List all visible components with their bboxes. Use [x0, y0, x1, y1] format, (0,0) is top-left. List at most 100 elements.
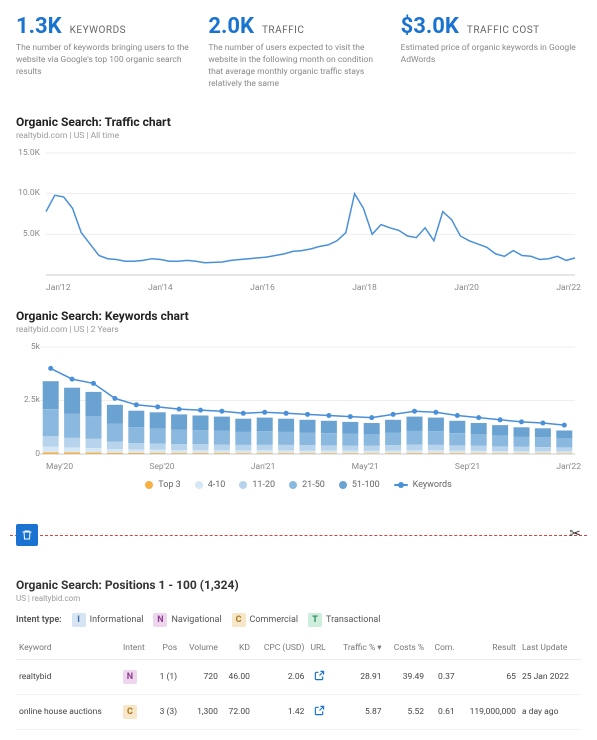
legend-label: 51-100	[352, 480, 380, 490]
metrics-row: 1.3K KEYWORDS The number of keywords bri…	[0, 0, 597, 109]
table-row[interactable]: online house auctionsC3 (3)1,30072.001.4…	[16, 694, 581, 729]
intent-badge: C	[232, 613, 246, 627]
legend-item[interactable]: 51-100	[339, 480, 380, 490]
keywords-chart-sub: realtybid.com | US | 2 Years	[16, 325, 581, 335]
legend-item[interactable]: 4-10	[195, 480, 226, 490]
legend-item[interactable]: 11-20	[239, 480, 275, 490]
metric-desc: The number of keywords bringing users to…	[16, 43, 196, 79]
legend-label: 21-50	[302, 480, 325, 490]
positions-title: Organic Search: Positions 1 - 100 (1,324…	[16, 578, 581, 592]
table-column-header[interactable]: CPC (USD)	[253, 637, 308, 660]
metric-traffic: 2.0K TRAFFIC The number of users expecte…	[208, 14, 388, 91]
table-column-header[interactable]: Pos	[153, 637, 181, 660]
traffic-chart-sub: realtybid.com | US | All time	[16, 131, 581, 141]
cell-pos: 1 (1)	[153, 659, 181, 694]
cell-keyword: online house auctions	[16, 694, 120, 729]
x-axis-label: May'21	[352, 462, 379, 472]
y-axis-label: 10.0K	[18, 188, 40, 198]
legend-label: 11-20	[252, 480, 275, 490]
metric-label: TRAFFIC COST	[467, 25, 540, 36]
x-axis-label: Jan'12	[46, 283, 71, 293]
x-axis-label: Jan'22	[556, 283, 581, 293]
table-column-header[interactable]: Volume	[180, 637, 221, 660]
intent-type-row: Intent type: I Informational NNavigational C…	[16, 613, 581, 627]
x-axis-label: Jan'18	[352, 283, 377, 293]
table-column-header[interactable]: Result	[458, 637, 519, 660]
intent-badge: N	[153, 613, 167, 627]
intent-badge: I	[72, 613, 86, 627]
table-column-header[interactable]: URL	[307, 637, 332, 660]
metric-value: 2.0K	[208, 14, 254, 39]
y-axis-label: 0	[35, 449, 40, 459]
legend-label: Keywords	[413, 480, 452, 490]
cell-cpc: 2.06	[253, 659, 308, 694]
x-axis-label: Jan'14	[148, 283, 173, 293]
legend-item[interactable]: 21-50	[289, 480, 325, 490]
positions-table: KeywordIntentPosVolumeKDCPC (USD)URLTraf…	[16, 637, 581, 730]
legend-item[interactable]: Top 3	[145, 480, 180, 490]
traffic-chart-title: Organic Search: Traffic chart	[16, 115, 581, 129]
cell-keyword: realtybid	[16, 659, 120, 694]
intent-chip[interactable]: T Transactional	[308, 613, 380, 627]
keywords-chart-section: Organic Search: Keywords chart realtybid…	[0, 303, 597, 504]
positions-sub: US | realtybid.com	[16, 594, 581, 603]
intent-label: Informational	[90, 615, 144, 625]
table-column-header[interactable]: Traffic % ▾	[332, 637, 384, 660]
intent-chip[interactable]: C Commercial	[232, 613, 299, 627]
intent-type-label: Intent type:	[16, 615, 62, 625]
table-row[interactable]: realtybidN1 (1)72046.002.0628.9139.490.3…	[16, 659, 581, 694]
cell-kd: 46.00	[221, 659, 253, 694]
y-axis-label: 2.5k	[24, 395, 40, 405]
cell-updated: a day ago	[519, 694, 581, 729]
legend-item[interactable]: Keywords	[394, 480, 452, 490]
cell-com: 0.37	[427, 659, 458, 694]
external-link-icon[interactable]	[314, 670, 325, 684]
x-axis-label: Jan'22	[556, 462, 581, 472]
intent-chip[interactable]: I Informational	[72, 613, 144, 627]
table-column-header[interactable]: Intent	[120, 637, 153, 660]
cell-result: 65	[458, 659, 519, 694]
legend-label: 4-10	[208, 480, 226, 490]
x-axis-label: Jan'20	[454, 283, 479, 293]
table-column-header[interactable]: Keyword	[16, 637, 120, 660]
traffic-chart: 15.0K10.0K5.0K Jan'12Jan'14Jan'16Jan'18J…	[16, 149, 581, 293]
intent-badge: T	[308, 613, 322, 627]
keywords-chart: 5k2.5k0 May'20Sep'20Jan'21May'21Sep'21Ja…	[16, 343, 581, 472]
y-axis-label: 5.0K	[23, 229, 40, 239]
external-link-icon[interactable]	[314, 705, 325, 719]
table-column-header[interactable]: Com.	[427, 637, 458, 660]
table-header: KeywordIntentPosVolumeKDCPC (USD)URLTraf…	[16, 637, 581, 660]
intent-label: Transactional	[326, 615, 380, 625]
cell-result: 119,000,000	[458, 694, 519, 729]
metric-desc: Estimated price of organic keywords in G…	[401, 43, 581, 67]
x-axis-label: Sep'21	[455, 462, 480, 472]
metric-value: 1.3K	[16, 14, 62, 39]
keywords-chart-title: Organic Search: Keywords chart	[16, 309, 581, 323]
cell-url	[307, 659, 332, 694]
x-axis-label: Sep'20	[149, 462, 174, 472]
cell-pos: 3 (3)	[153, 694, 181, 729]
cell-volume: 720	[180, 659, 221, 694]
metric-label: TRAFFIC	[262, 25, 304, 36]
intent-badge: C	[123, 705, 137, 719]
divider: ✂	[10, 524, 587, 548]
trash-icon[interactable]	[16, 524, 38, 546]
intent-label: Commercial	[250, 615, 299, 625]
positions-section: Organic Search: Positions 1 - 100 (1,324…	[0, 568, 597, 740]
metric-value: $3.0K	[401, 14, 459, 39]
table-column-header[interactable]: Costs %	[385, 637, 428, 660]
cell-intent: N	[120, 659, 153, 694]
cell-com: 0.61	[427, 694, 458, 729]
intent-chip[interactable]: NNavigational	[153, 613, 221, 627]
table-column-header[interactable]: Last Update	[519, 637, 581, 660]
table-column-header[interactable]: KD	[221, 637, 253, 660]
metric-traffic-cost: $3.0K TRAFFIC COST Estimated price of or…	[401, 14, 581, 91]
cell-url	[307, 694, 332, 729]
metric-keywords: 1.3K KEYWORDS The number of keywords bri…	[16, 14, 196, 91]
y-axis-label: 5k	[31, 342, 40, 352]
cell-costs: 5.52	[385, 694, 428, 729]
y-axis-label: 15.0K	[18, 148, 40, 158]
cell-traffic: 28.91	[332, 659, 384, 694]
scissors-icon[interactable]: ✂	[569, 526, 581, 542]
intent-badge: N	[123, 670, 137, 684]
